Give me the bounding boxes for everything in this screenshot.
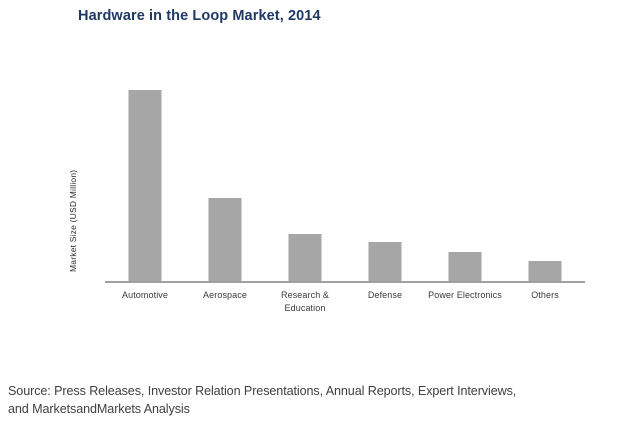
x-tick-label-line2: Electronics (456, 290, 502, 300)
x-tick-label-line1: Power (428, 290, 455, 300)
plot-area: Market Size (USD Million) Automotive Aer… (68, 0, 585, 329)
bar-power-electronics[interactable] (448, 251, 482, 281)
source-note: Source: Press Releases, Investor Relatio… (8, 382, 608, 418)
x-axis-line (105, 281, 585, 283)
bar-aerospace[interactable] (208, 197, 242, 281)
source-note-line2: and MarketsandMarkets Analysis (8, 402, 190, 416)
x-axis-tick-labels: Automotive Aerospace Research & Educatio… (105, 289, 585, 329)
x-tick-label-line1: Others (531, 290, 559, 300)
bar-defense[interactable] (368, 242, 402, 281)
x-tick-label-line1: Defense (367, 290, 403, 300)
source-note-line1: Source: Press Releases, Investor Relatio… (8, 384, 517, 398)
x-tick-label: Power Electronics (425, 289, 505, 302)
bar-automotive[interactable] (128, 90, 162, 281)
page-title: Hardware in the Loop Market, 2014 (78, 8, 321, 24)
x-tick-label: Defense (345, 289, 425, 302)
x-tick-label-line1: Automotive (121, 290, 169, 300)
x-tick-label: Automotive (105, 289, 185, 302)
bar-series (105, 0, 585, 281)
x-tick-label-line1: Aerospace (203, 290, 247, 300)
bar-slot (185, 0, 265, 281)
x-tick-label-line1: Research & (280, 290, 330, 300)
bar-others[interactable] (528, 260, 562, 281)
bar-slot (345, 0, 425, 281)
x-tick-label: Others (505, 289, 585, 302)
bar-slot (105, 0, 185, 281)
x-tick-label-line2: Education (284, 302, 326, 313)
bar-research-education[interactable] (288, 234, 322, 281)
x-tick-label: Research & Education (265, 289, 345, 314)
x-tick-label: Aerospace (185, 289, 265, 302)
bar-slot (425, 0, 505, 281)
bar-slot (265, 0, 345, 281)
bar-slot (505, 0, 585, 281)
